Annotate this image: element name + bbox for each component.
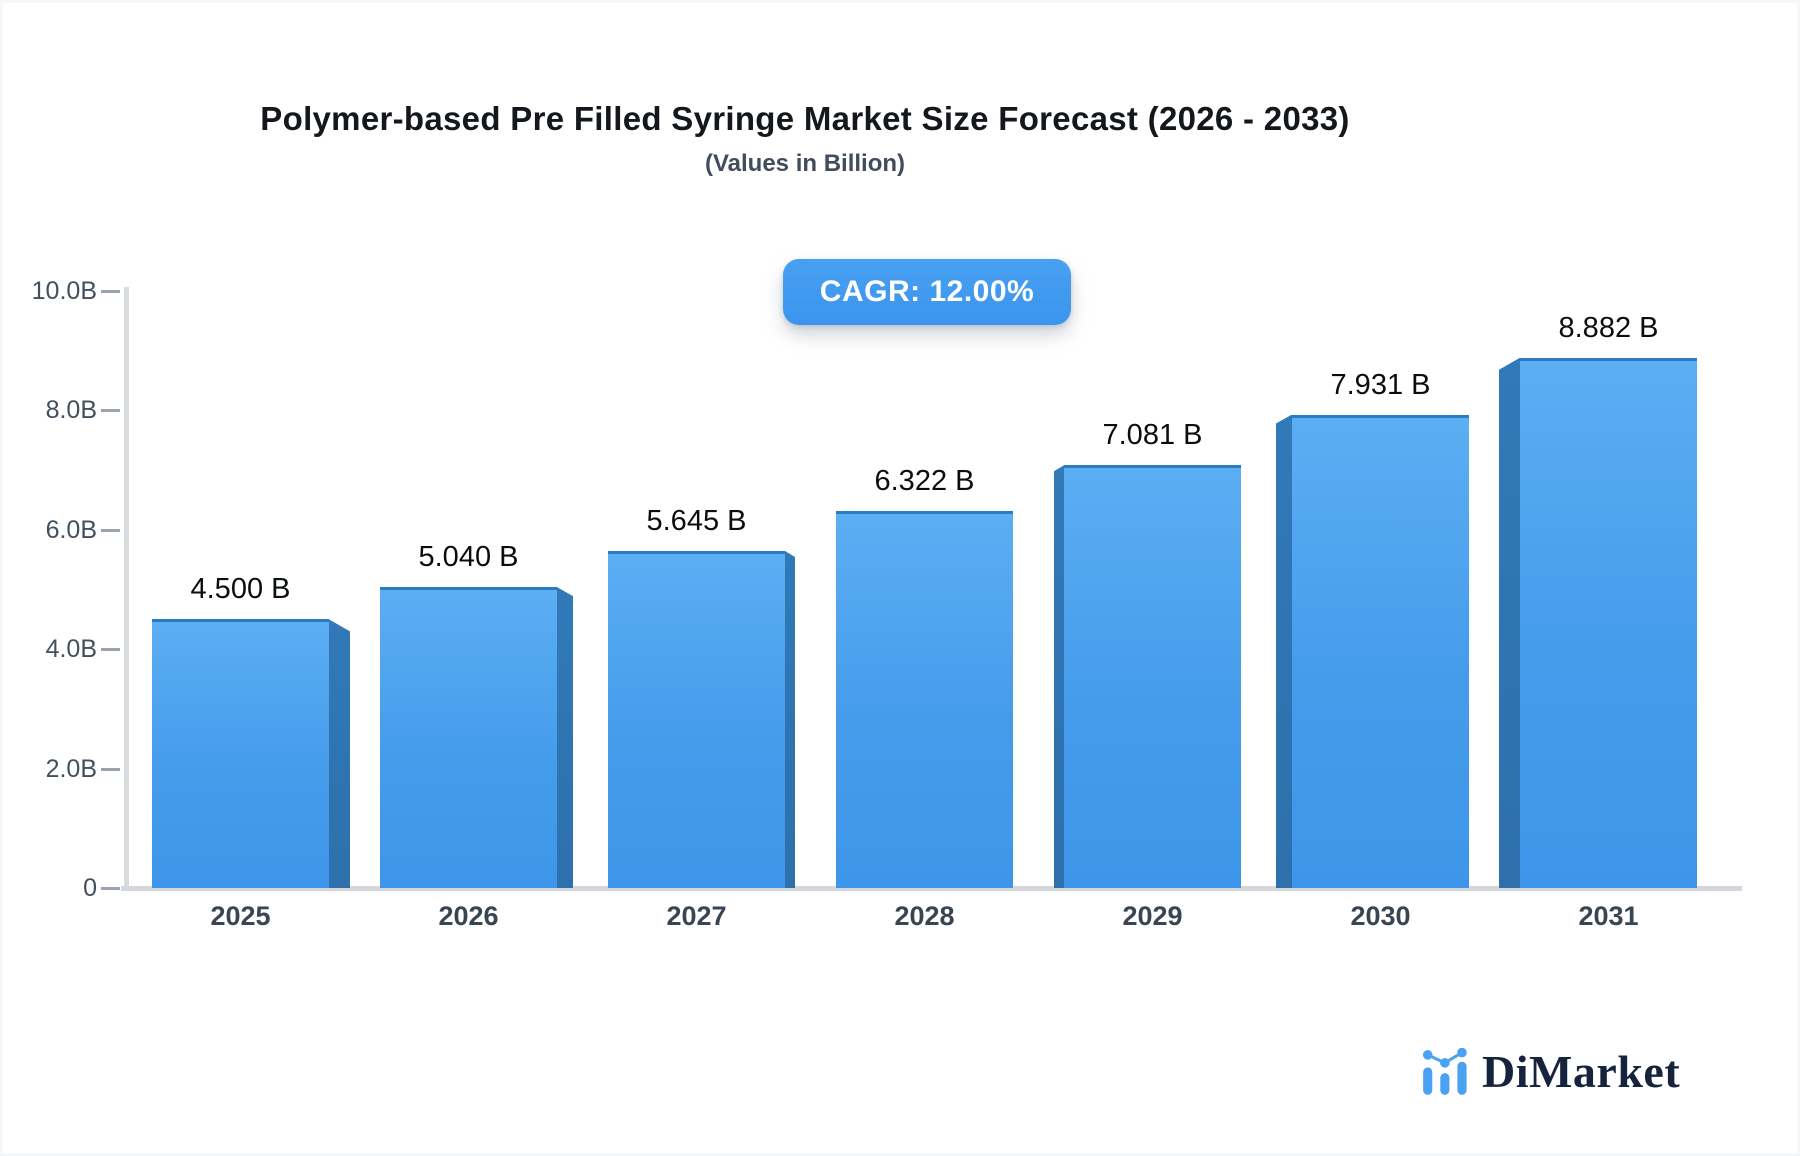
bar <box>836 510 1013 888</box>
y-axis-tick <box>101 409 120 413</box>
chart-title: Polymer-based Pre Filled Syringe Market … <box>260 100 1350 137</box>
y-axis-tick <box>101 648 120 652</box>
x-axis-label: 2028 <box>894 901 955 931</box>
bar-value-label: 5.040 B <box>418 541 519 574</box>
y-axis-label: 4.0B <box>45 635 97 664</box>
y-axis-label: 0 <box>83 874 97 902</box>
y-axis-tick <box>101 887 120 890</box>
bar-value-label: 7.931 B <box>1330 368 1431 401</box>
bar <box>608 550 785 888</box>
bar <box>1064 465 1241 888</box>
bar-chart-logo-icon <box>1422 1048 1467 1095</box>
cagr-badge-label: CAGR: 12.00% <box>819 275 1035 308</box>
bar <box>1292 414 1469 888</box>
cagr-badge: CAGR: 12.00% <box>783 259 1071 325</box>
bar <box>1520 357 1697 888</box>
y-axis-tick <box>101 767 120 771</box>
bar-3d-side <box>785 550 795 888</box>
y-axis-label: 8.0B <box>45 396 97 425</box>
bar-value-label: 5.645 B <box>646 504 747 537</box>
x-axis-label: 2029 <box>1122 901 1183 931</box>
bar-3d-side <box>1054 465 1064 888</box>
chart-subtitle: (Values in Billion) <box>704 150 906 177</box>
bar <box>380 587 557 888</box>
brand-logo: DiMarket <box>1422 1042 1752 1102</box>
bar-3d-side <box>1276 414 1292 888</box>
bar <box>152 619 329 888</box>
y-axis-tick <box>101 528 120 532</box>
x-axis-label: 2025 <box>210 901 271 931</box>
x-axis-label: 2026 <box>438 901 499 931</box>
x-axis-label: 2027 <box>666 901 727 931</box>
bar-value-label: 4.500 B <box>190 573 291 606</box>
x-axis-label: 2030 <box>1350 901 1411 931</box>
x-axis-baseline <box>121 886 1742 891</box>
y-axis-label: 6.0B <box>45 515 97 544</box>
y-axis-label: 2.0B <box>45 754 97 783</box>
y-axis-line <box>124 287 129 891</box>
y-axis-label: 10.0B <box>31 277 97 305</box>
bar-value-label: 7.081 B <box>1102 419 1203 452</box>
bar-3d-side <box>1499 357 1520 888</box>
x-axis-label: 2031 <box>1578 901 1639 931</box>
bar-3d-side <box>557 587 573 888</box>
bar-value-label: 8.882 B <box>1558 311 1659 344</box>
y-axis-tick <box>101 290 120 293</box>
bar-3d-side <box>329 619 350 888</box>
brand-logo-text: DiMarket <box>1482 1046 1681 1097</box>
bar-value-label: 6.322 B <box>874 464 975 497</box>
